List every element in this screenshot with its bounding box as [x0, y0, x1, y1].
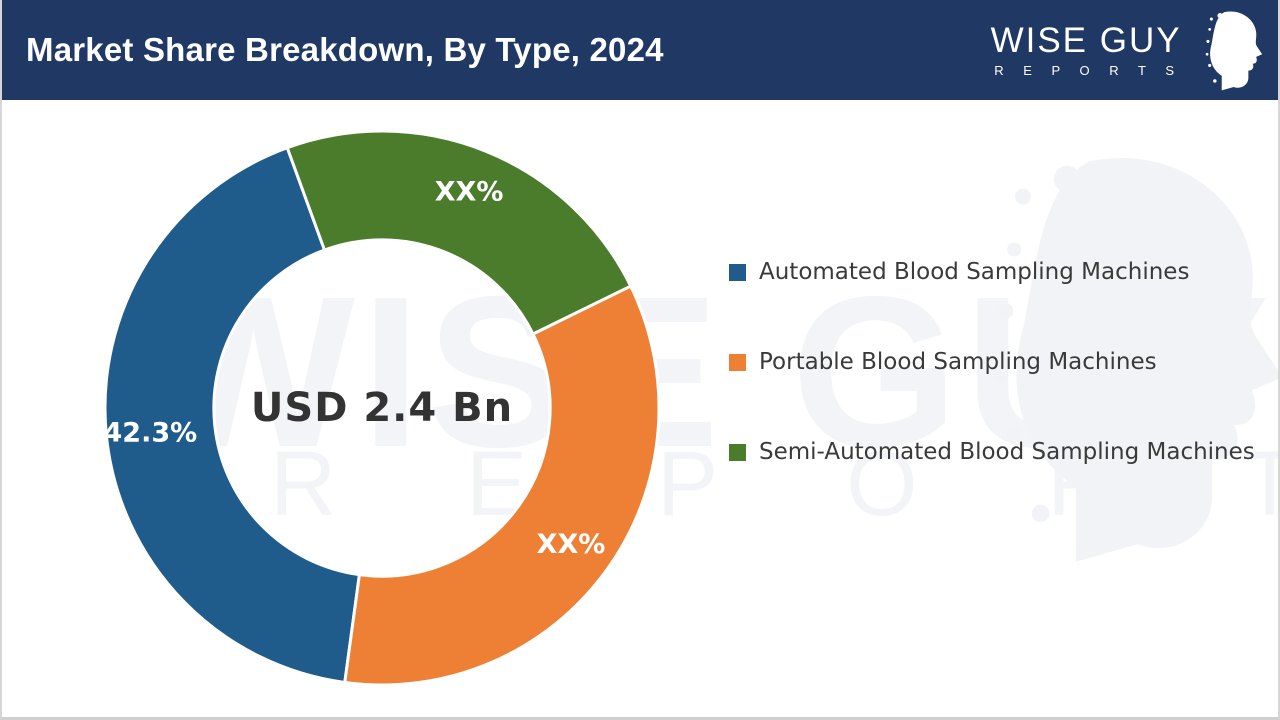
legend-swatch	[729, 443, 746, 461]
legend-label: Semi-Automated Blood Sampling Machines	[759, 439, 1255, 465]
donut-slice	[285, 129, 633, 336]
legend-swatch	[729, 263, 746, 281]
slice-percentage-label: XX%	[537, 529, 606, 560]
legend-label: Portable Blood Sampling Machines	[759, 349, 1157, 375]
header: Market Share Breakdown, By Type, 2024 WI…	[2, 0, 1278, 100]
donut-slice	[103, 145, 362, 685]
legend-item: Automated Blood Sampling Machines	[729, 259, 1255, 285]
legend-label: Automated Blood Sampling Machines	[759, 259, 1190, 285]
legend-item: Semi-Automated Blood Sampling Machines	[729, 439, 1255, 465]
page-title: Market Share Breakdown, By Type, 2024	[26, 31, 664, 68]
legend: Automated Blood Sampling Machines Portab…	[729, 259, 1255, 465]
logo-face-icon	[1205, 11, 1263, 91]
logo-subtitle: R E P O R T S	[994, 62, 1182, 78]
logo-wordmark: WISE GUY	[990, 20, 1182, 60]
chart-center-value: USD 2.4 Bn	[250, 385, 514, 431]
legend-item: Portable Blood Sampling Machines	[729, 349, 1255, 375]
slice-percentage-label: XX%	[435, 176, 504, 207]
donut-slice	[343, 284, 661, 687]
donut-chart: 42.3% XX% XX%	[103, 129, 661, 687]
slice-percentage-label: 42.3%	[104, 417, 198, 448]
wise-guy-logo: WISE GUY R E P O R T S	[990, 7, 1264, 93]
watermark-face-icon	[993, 157, 1278, 562]
legend-swatch	[729, 353, 746, 371]
